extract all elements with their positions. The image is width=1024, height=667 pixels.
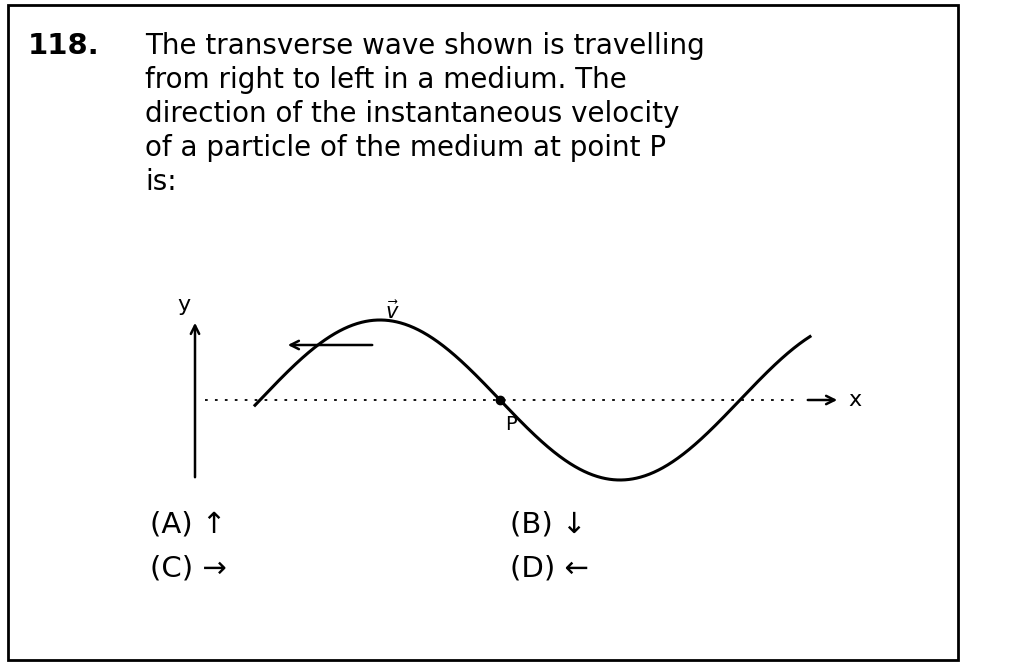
Text: 118.: 118. [28,32,99,60]
Text: (C) →: (C) → [150,555,226,583]
Text: direction of the instantaneous velocity: direction of the instantaneous velocity [145,100,679,128]
Text: (A) ↑: (A) ↑ [150,510,226,538]
Text: y: y [177,295,190,315]
Text: x: x [848,390,861,410]
Text: from right to left in a medium. The: from right to left in a medium. The [145,66,627,94]
Text: $\vec{v}$: $\vec{v}$ [385,300,399,323]
Text: P: P [505,415,517,434]
Text: The transverse wave shown is travelling: The transverse wave shown is travelling [145,32,705,60]
Text: is:: is: [145,168,176,196]
Text: (D) ←: (D) ← [510,555,589,583]
Text: (B) ↓: (B) ↓ [510,510,587,538]
Text: of a particle of the medium at point P: of a particle of the medium at point P [145,134,667,162]
